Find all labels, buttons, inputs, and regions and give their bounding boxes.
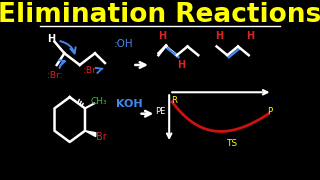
Text: KOH: KOH [116,99,143,109]
Text: H: H [47,34,55,44]
Text: H: H [246,31,254,41]
Text: :Br:: :Br: [84,66,99,75]
Text: H: H [177,60,186,70]
Text: Elimination Reactions: Elimination Reactions [0,2,320,28]
Text: :Br:: :Br: [47,71,62,80]
Text: R: R [171,96,177,105]
Text: Br: Br [96,132,107,142]
Text: PE: PE [155,107,165,116]
Text: CH₃: CH₃ [91,97,107,106]
Text: TS: TS [226,140,237,148]
Polygon shape [85,131,96,137]
Text: :OH: :OH [114,39,133,49]
Text: H: H [216,31,224,41]
Text: H: H [158,31,166,41]
Text: P: P [268,107,273,116]
